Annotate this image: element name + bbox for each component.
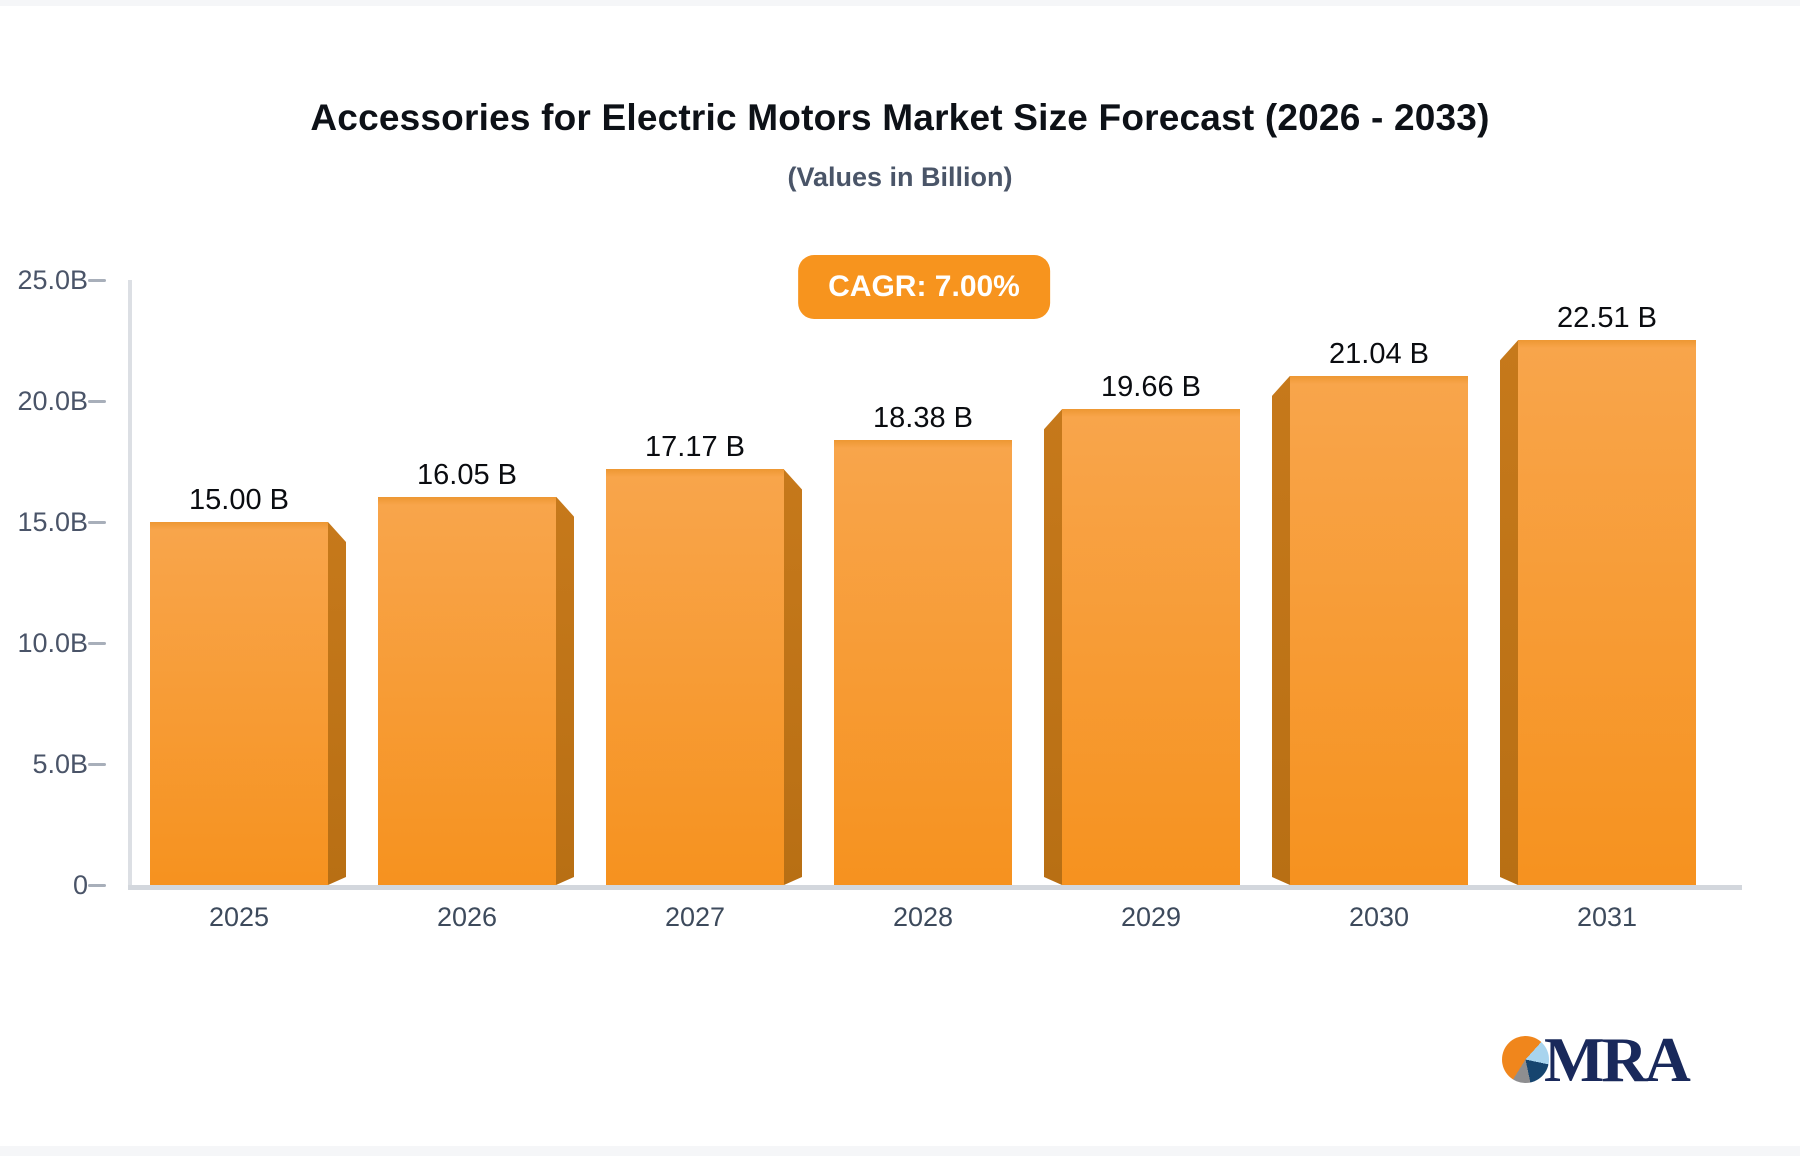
brand-logo: MRA (1502, 1024, 1691, 1095)
x-axis-line (128, 885, 1742, 890)
bottom-edge-strip (0, 1146, 1800, 1156)
cagr-badge: CAGR: 7.00% (798, 255, 1050, 319)
brand-logo-text: MRA (1544, 1024, 1691, 1095)
y-axis-tick-label: 0 (72, 870, 88, 900)
x-axis-label-2027: 2027 (664, 902, 726, 932)
y-axis-tick-mark (88, 884, 106, 887)
bar-2029-side-face (1044, 409, 1062, 885)
x-axis-label-2025: 2025 (208, 902, 270, 932)
bar-value-label-2027: 17.17 B (645, 431, 745, 464)
y-axis-tick-mark (88, 521, 106, 524)
bar-2027[interactable] (606, 469, 784, 885)
y-axis-tick-label: 25.0B (17, 265, 88, 295)
y-axis-tick-mark (88, 642, 106, 645)
y-axis-tick-mark (88, 400, 106, 403)
y-axis-tick-label: 15.0B (17, 507, 88, 537)
chart-title: Accessories for Electric Motors Market S… (310, 97, 1490, 138)
bar-2027-side-face (784, 469, 802, 885)
bar-2030-side-face (1272, 376, 1290, 885)
bar-2026-side-face (556, 497, 574, 885)
bar-value-label-2028: 18.38 B (873, 402, 973, 435)
pie-chart-logo-icon (1502, 1036, 1549, 1083)
bar-2031[interactable] (1518, 340, 1696, 885)
bar-2028[interactable] (834, 440, 1012, 885)
y-axis-tick-label: 5.0B (32, 749, 88, 779)
bar-2025[interactable] (150, 522, 328, 885)
bar-value-label-2029: 19.66 B (1101, 371, 1201, 404)
bar-value-label-2031: 22.51 B (1557, 302, 1657, 335)
bar-2031-side-face (1500, 340, 1518, 885)
x-axis-label-2031: 2031 (1576, 902, 1638, 932)
x-axis-label-2028: 2028 (892, 902, 954, 932)
bar-2030[interactable] (1290, 375, 1468, 885)
chart-subtitle: (Values in Billion) (787, 162, 1013, 192)
x-axis-label-2030: 2030 (1348, 902, 1410, 932)
bar-value-label-2025: 15.00 B (189, 484, 289, 516)
y-axis-line (128, 280, 132, 885)
y-axis-tick-label: 10.0B (17, 628, 88, 658)
bar-2025-side-face (328, 522, 346, 885)
x-axis-label-2029: 2029 (1120, 902, 1182, 932)
top-edge-strip (0, 0, 1800, 6)
y-axis-tick-mark (88, 763, 106, 766)
y-axis-tick-mark (88, 279, 106, 282)
bar-2029[interactable] (1062, 409, 1240, 885)
bar-2026[interactable] (378, 496, 556, 885)
y-axis-tick-label: 20.0B (17, 386, 88, 416)
bar-value-label-2026: 16.05 B (417, 458, 517, 491)
x-axis-label-2026: 2026 (436, 902, 498, 932)
bar-value-label-2030: 21.04 B (1329, 337, 1429, 370)
